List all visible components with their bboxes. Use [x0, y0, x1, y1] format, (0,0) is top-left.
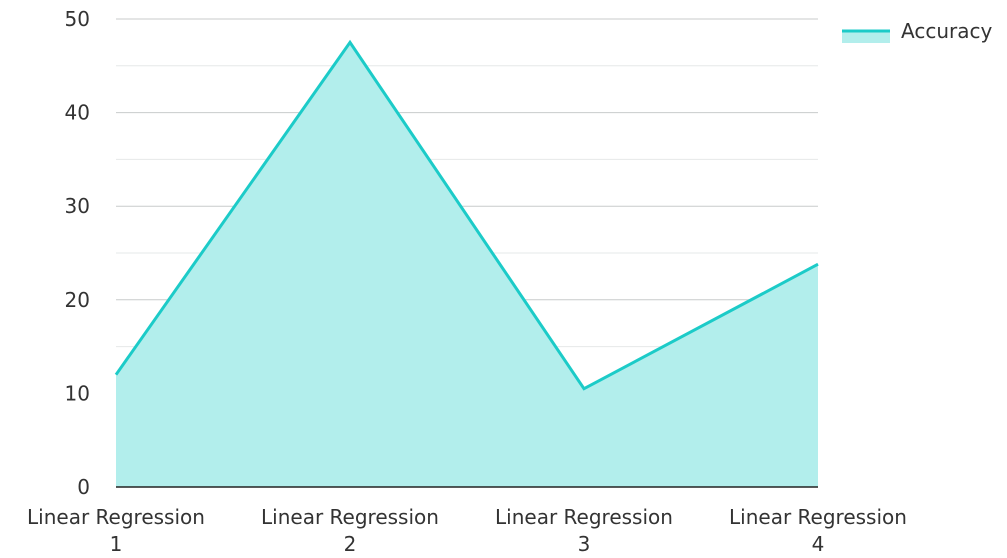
x-tick-label: Linear Regression 2: [261, 505, 439, 556]
y-tick-label: 30: [65, 194, 90, 218]
legend: Accuracy: [842, 19, 992, 43]
x-tick-label: Linear Regression 1: [27, 505, 205, 556]
x-tick-label-line: Linear Regression: [261, 505, 439, 529]
accuracy-area-fill: [116, 42, 818, 488]
legend-swatch-fill: [842, 31, 890, 43]
x-tick-label-line: Linear Regression: [729, 505, 907, 529]
x-tick-label: Linear Regression 4: [729, 505, 907, 556]
y-axis-ticks: 0 10 20 30 40 50: [65, 7, 90, 499]
x-tick-label: Linear Regression 3: [495, 505, 673, 556]
x-tick-label-line: Linear Regression: [495, 505, 673, 529]
y-tick-label: 40: [65, 101, 90, 125]
x-tick-label-line: 4: [812, 532, 825, 556]
x-tick-label-line: 2: [344, 532, 357, 556]
y-tick-label: 10: [65, 381, 90, 405]
y-tick-label: 50: [65, 7, 90, 31]
y-tick-label: 0: [77, 475, 90, 499]
accuracy-line: [114, 39, 819, 391]
legend-label-accuracy: Accuracy: [901, 19, 992, 43]
x-tick-label-line: Linear Regression: [27, 505, 205, 529]
y-tick-label: 20: [65, 288, 90, 312]
x-tick-label-line: 1: [110, 532, 123, 556]
x-tick-label-line: 3: [578, 532, 591, 556]
